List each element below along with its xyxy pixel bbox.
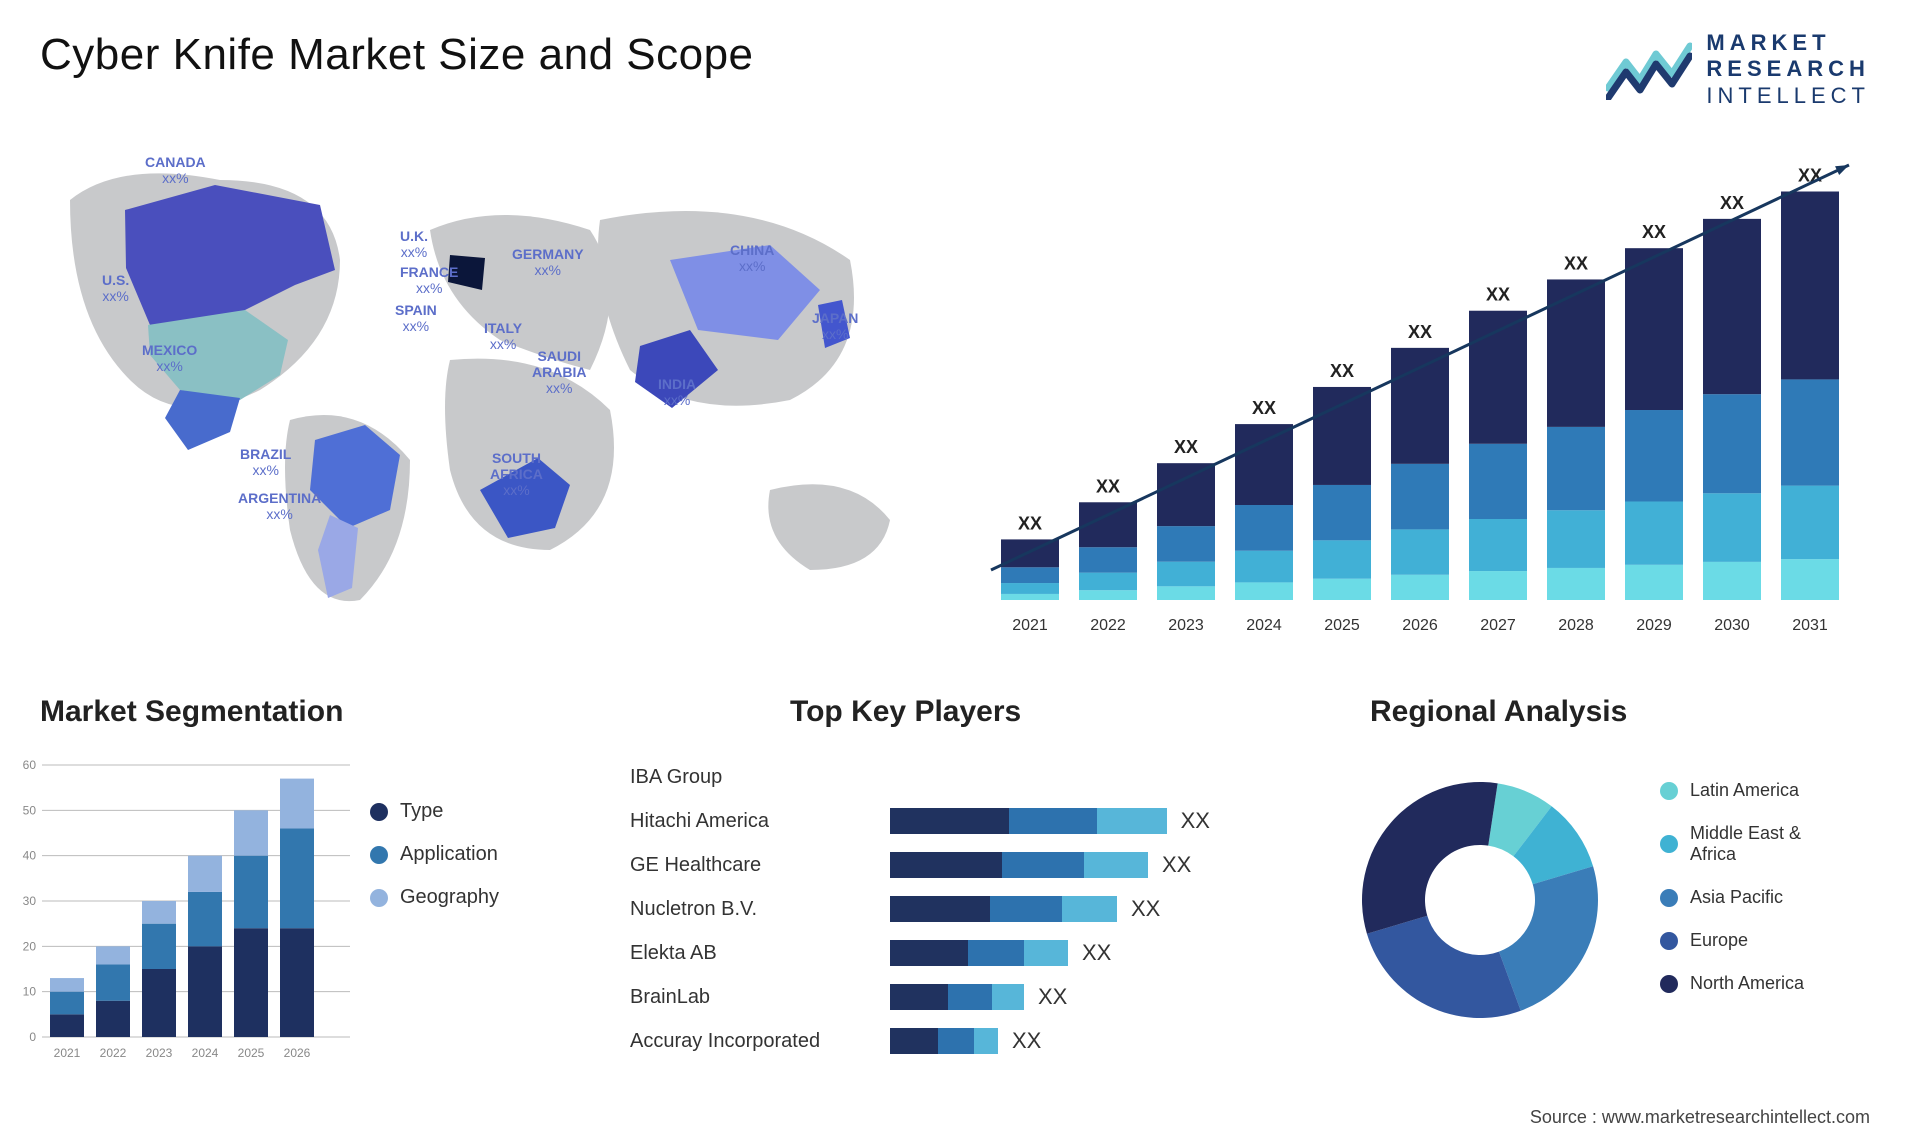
svg-text:2029: 2029 <box>1636 617 1672 634</box>
svg-text:XX: XX <box>1564 253 1588 273</box>
map-label-spain: SPAINxx% <box>395 302 437 334</box>
svg-text:2027: 2027 <box>1480 617 1516 634</box>
svg-text:XX: XX <box>1486 285 1510 305</box>
source-attribution: Source : www.marketresearchintellect.com <box>1530 1107 1870 1128</box>
map-label-china: CHINAxx% <box>730 242 774 274</box>
map-label-argentina: ARGENTINAxx% <box>238 490 321 522</box>
logo-text: MARKET RESEARCH INTELLECT <box>1706 30 1870 109</box>
logo-icon <box>1606 40 1692 100</box>
player-accuray-incorporated: Accuray IncorporatedXX <box>630 1019 1290 1063</box>
region-legend-europe: Europe <box>1660 930 1804 951</box>
page-title: Cyber Knife Market Size and Scope <box>40 30 754 80</box>
svg-text:10: 10 <box>23 985 37 999</box>
map-label-india: INDIAxx% <box>658 376 696 408</box>
player-brainlab: BrainLabXX <box>630 975 1290 1019</box>
region-legend-middle-east-africa: Middle East &Africa <box>1660 823 1804 865</box>
svg-text:2023: 2023 <box>1168 617 1204 634</box>
svg-text:2023: 2023 <box>146 1046 173 1060</box>
segmentation-heading: Market Segmentation <box>40 695 343 729</box>
svg-text:60: 60 <box>23 758 37 772</box>
brand-logo: MARKET RESEARCH INTELLECT <box>1606 30 1870 109</box>
key-players-chart: IBA GroupHitachi AmericaXXGE HealthcareX… <box>630 755 1290 1063</box>
svg-text:0: 0 <box>29 1030 36 1044</box>
svg-text:2031: 2031 <box>1792 617 1828 634</box>
regional-donut <box>1340 760 1620 1040</box>
svg-text:XX: XX <box>1174 437 1198 457</box>
region-legend-north-america: North America <box>1660 973 1804 994</box>
svg-text:2021: 2021 <box>54 1046 81 1060</box>
svg-text:XX: XX <box>1018 513 1042 533</box>
svg-text:2024: 2024 <box>1246 617 1282 634</box>
svg-text:40: 40 <box>23 849 37 863</box>
market-size-chart: XX 2021 XX 2022 XX 2023 XX 2024 XX 2025 XX 2026 XX 20… <box>980 150 1860 640</box>
player-iba-group: IBA Group <box>630 755 1290 799</box>
region-legend-asia-pacific: Asia Pacific <box>1660 887 1804 908</box>
svg-text:XX: XX <box>1408 322 1432 342</box>
map-label-u-s-: U.S.xx% <box>102 272 129 304</box>
svg-text:2022: 2022 <box>100 1046 127 1060</box>
map-label-italy: ITALYxx% <box>484 320 522 352</box>
svg-text:2022: 2022 <box>1090 617 1126 634</box>
svg-text:2028: 2028 <box>1558 617 1594 634</box>
svg-text:30: 30 <box>23 894 37 908</box>
svg-text:2025: 2025 <box>1324 617 1360 634</box>
regional-legend: Latin America Middle East &Africa Asia Pac… <box>1660 780 1804 1016</box>
segmentation-chart: 0 10 20 30 40 50 60 2021 2022 2023 2024 2025 2026 <box>10 755 350 1065</box>
map-label-saudi-arabia: SAUDIARABIAxx% <box>532 348 586 396</box>
seg-legend-application: Application <box>370 843 499 866</box>
svg-text:50: 50 <box>23 803 37 817</box>
segmentation-legend: Type Application Geography <box>370 800 499 929</box>
map-label-canada: CANADAxx% <box>145 154 206 186</box>
map-label-france: FRANCExx% <box>400 264 458 296</box>
region-legend-latin-america: Latin America <box>1660 780 1804 801</box>
regional-heading: Regional Analysis <box>1370 695 1627 729</box>
map-label-u-k-: U.K.xx% <box>400 228 428 260</box>
map-label-south-africa: SOUTHAFRICAxx% <box>490 450 543 498</box>
svg-text:2025: 2025 <box>238 1046 265 1060</box>
player-elekta-ab: Elekta ABXX <box>630 931 1290 975</box>
player-hitachi-america: Hitachi AmericaXX <box>630 799 1290 843</box>
player-ge-healthcare: GE HealthcareXX <box>630 843 1290 887</box>
svg-text:2030: 2030 <box>1714 617 1750 634</box>
svg-text:XX: XX <box>1720 193 1744 213</box>
svg-text:2024: 2024 <box>192 1046 219 1060</box>
svg-text:XX: XX <box>1330 361 1354 381</box>
map-label-japan: JAPANxx% <box>812 310 858 342</box>
map-label-mexico: MEXICOxx% <box>142 342 197 374</box>
player-nucletron-b-v-: Nucletron B.V.XX <box>630 887 1290 931</box>
svg-text:XX: XX <box>1252 398 1276 418</box>
svg-text:XX: XX <box>1642 222 1666 242</box>
seg-legend-geography: Geography <box>370 886 499 909</box>
world-map: CANADAxx% U.S.xx% MEXICOxx% BRAZILxx% ARGENT… <box>30 150 930 660</box>
svg-text:XX: XX <box>1096 476 1120 496</box>
svg-text:2026: 2026 <box>284 1046 311 1060</box>
svg-text:20: 20 <box>23 939 37 953</box>
map-label-brazil: BRAZILxx% <box>240 446 291 478</box>
world-map-svg <box>30 150 930 660</box>
svg-text:2021: 2021 <box>1012 617 1048 634</box>
players-heading: Top Key Players <box>790 695 1021 729</box>
seg-legend-type: Type <box>370 800 499 823</box>
map-label-germany: GERMANYxx% <box>512 246 584 278</box>
svg-text:2026: 2026 <box>1402 617 1438 634</box>
